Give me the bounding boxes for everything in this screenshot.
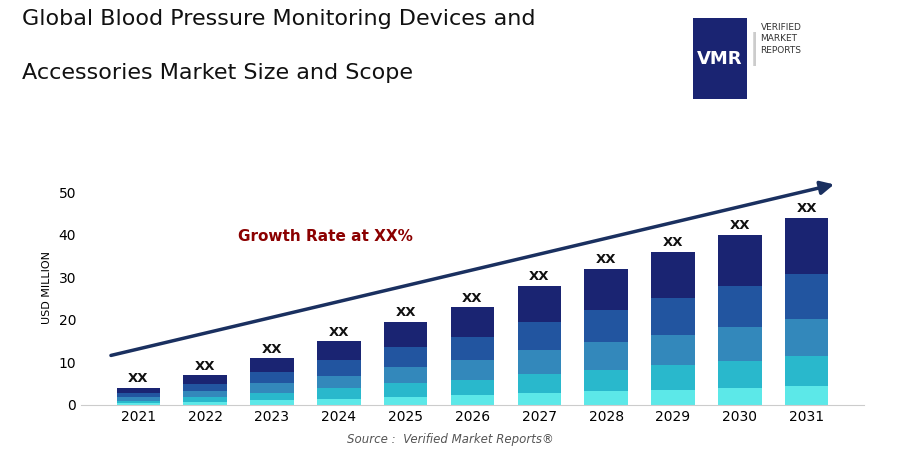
- Text: |: |: [749, 32, 760, 66]
- Text: XX: XX: [262, 342, 283, 356]
- Bar: [652, 252, 695, 298]
- Text: XX: XX: [395, 306, 416, 320]
- Bar: [250, 372, 293, 383]
- Bar: [184, 375, 227, 384]
- Bar: [250, 393, 293, 401]
- Text: Source :  Verified Market Reports®: Source : Verified Market Reports®: [346, 432, 554, 446]
- Bar: [384, 347, 428, 367]
- Bar: [117, 403, 160, 405]
- Bar: [317, 341, 361, 360]
- Bar: [117, 393, 160, 397]
- Bar: [117, 397, 160, 400]
- Y-axis label: USD MILLION: USD MILLION: [41, 252, 51, 324]
- Bar: [652, 365, 695, 390]
- Text: Accessories Market Size and Scope: Accessories Market Size and Scope: [22, 63, 413, 83]
- Text: XX: XX: [796, 202, 817, 215]
- Bar: [584, 392, 628, 405]
- Bar: [785, 274, 828, 319]
- Bar: [451, 360, 494, 379]
- Text: VERIFIED
MARKET
REPORTS: VERIFIED MARKET REPORTS: [760, 22, 802, 55]
- Text: XX: XX: [128, 373, 148, 386]
- Bar: [718, 235, 761, 286]
- Bar: [652, 390, 695, 405]
- Bar: [250, 383, 293, 393]
- Bar: [384, 397, 428, 405]
- Bar: [652, 334, 695, 365]
- Bar: [718, 327, 761, 361]
- Bar: [518, 374, 561, 393]
- Bar: [785, 319, 828, 356]
- Bar: [117, 388, 160, 393]
- Bar: [317, 360, 361, 376]
- Bar: [584, 342, 628, 369]
- Text: XX: XX: [596, 253, 617, 266]
- Bar: [317, 376, 361, 388]
- Bar: [584, 269, 628, 310]
- Bar: [785, 386, 828, 405]
- Bar: [384, 322, 428, 347]
- Bar: [718, 361, 761, 388]
- Bar: [184, 397, 227, 402]
- Bar: [718, 388, 761, 405]
- Bar: [117, 400, 160, 403]
- Bar: [451, 307, 494, 337]
- Bar: [184, 384, 227, 392]
- Bar: [584, 310, 628, 342]
- Bar: [584, 369, 628, 392]
- Bar: [384, 383, 428, 397]
- Text: VMR: VMR: [698, 50, 742, 68]
- Bar: [250, 358, 293, 372]
- Bar: [184, 402, 227, 405]
- Bar: [250, 400, 293, 405]
- Bar: [652, 298, 695, 334]
- Bar: [451, 395, 494, 405]
- Bar: [518, 286, 561, 322]
- Text: XX: XX: [463, 292, 482, 305]
- Text: XX: XX: [662, 236, 683, 249]
- Bar: [451, 337, 494, 360]
- Text: XX: XX: [730, 219, 750, 232]
- Text: Global Blood Pressure Monitoring Devices and: Global Blood Pressure Monitoring Devices…: [22, 9, 536, 29]
- Bar: [384, 367, 428, 383]
- Bar: [785, 356, 828, 386]
- Bar: [518, 350, 561, 374]
- Bar: [785, 218, 828, 274]
- Text: Growth Rate at XX%: Growth Rate at XX%: [238, 229, 412, 244]
- Bar: [518, 322, 561, 350]
- Bar: [718, 286, 761, 327]
- Text: XX: XX: [328, 326, 349, 339]
- Text: XX: XX: [529, 270, 550, 284]
- Bar: [518, 393, 561, 405]
- Bar: [317, 399, 361, 405]
- Bar: [317, 388, 361, 399]
- Text: XX: XX: [195, 360, 215, 373]
- Bar: [184, 392, 227, 397]
- Bar: [451, 379, 494, 395]
